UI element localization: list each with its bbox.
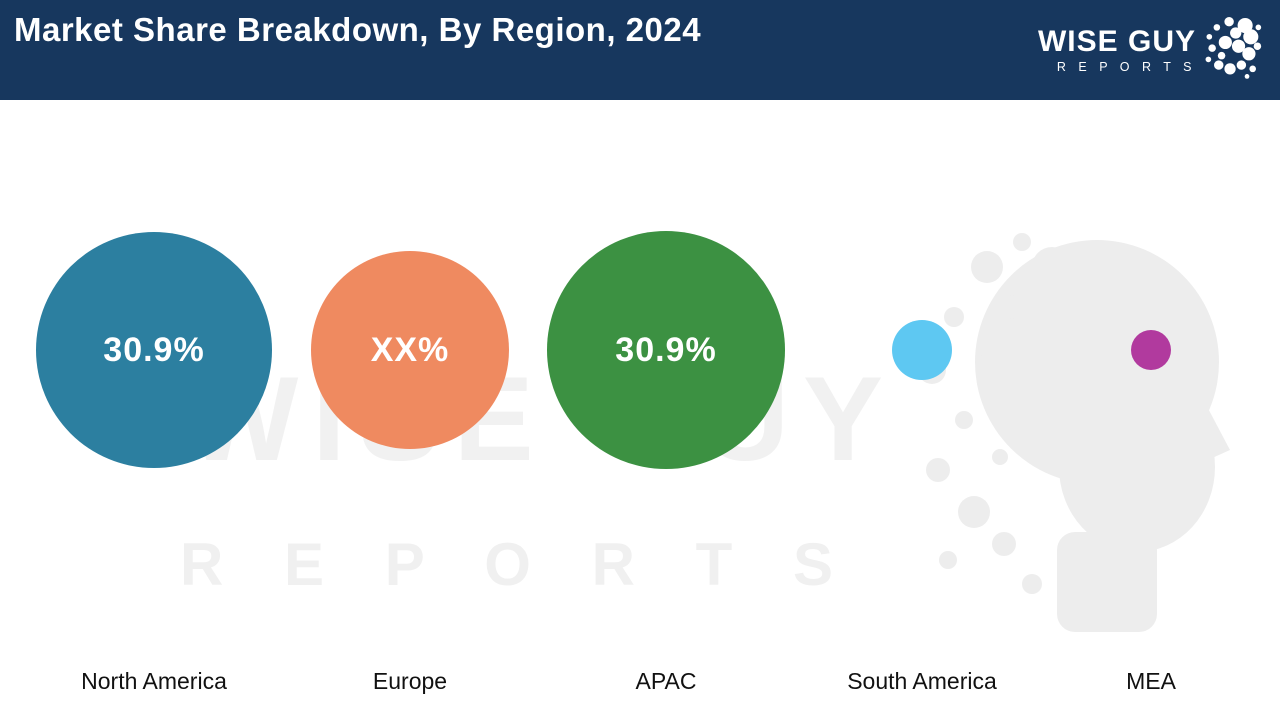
bubble-value-north-america: 30.9% [103, 330, 205, 369]
logo-text: WISE GUY R E P O R T S [1038, 26, 1196, 75]
bubble-apac: 30.9% [547, 231, 785, 469]
wise-guy-logo: WISE GUY R E P O R T S [1038, 12, 1264, 88]
watermark-reports-text: R E P O R T S [180, 531, 855, 598]
bubble-value-europe: XX% [370, 330, 450, 369]
watermark-wiseguy-text: WISE GUY [185, 352, 898, 486]
region-label-apac: APAC [635, 668, 697, 694]
bubble-mea [1131, 330, 1171, 370]
watermark-head-icon [918, 233, 1230, 632]
bubble-chart: WISE GUY R E P O R T S 30.9% North Ameri… [0, 100, 1280, 720]
logo-title: WISE GUY [1037, 24, 1196, 58]
bubble-europe: XX% [311, 251, 509, 449]
region-label-europe: Europe [372, 668, 448, 694]
bubble-south-america [892, 320, 952, 380]
region-label-mea: MEA [1126, 668, 1176, 694]
head-dots-icon [1205, 17, 1262, 79]
logo-subtitle: R E P O R T S [1056, 60, 1196, 75]
bubble-north-america: 30.9% [36, 232, 272, 468]
region-label-north-america: North America [81, 668, 227, 694]
bubble-value-apac: 30.9% [615, 330, 717, 369]
page-title: Market Share Breakdown, By Region, 2024 [14, 11, 702, 48]
header: Market Share Breakdown, By Region, 2024 … [0, 0, 1280, 100]
region-label-south-america: South America [847, 668, 997, 694]
